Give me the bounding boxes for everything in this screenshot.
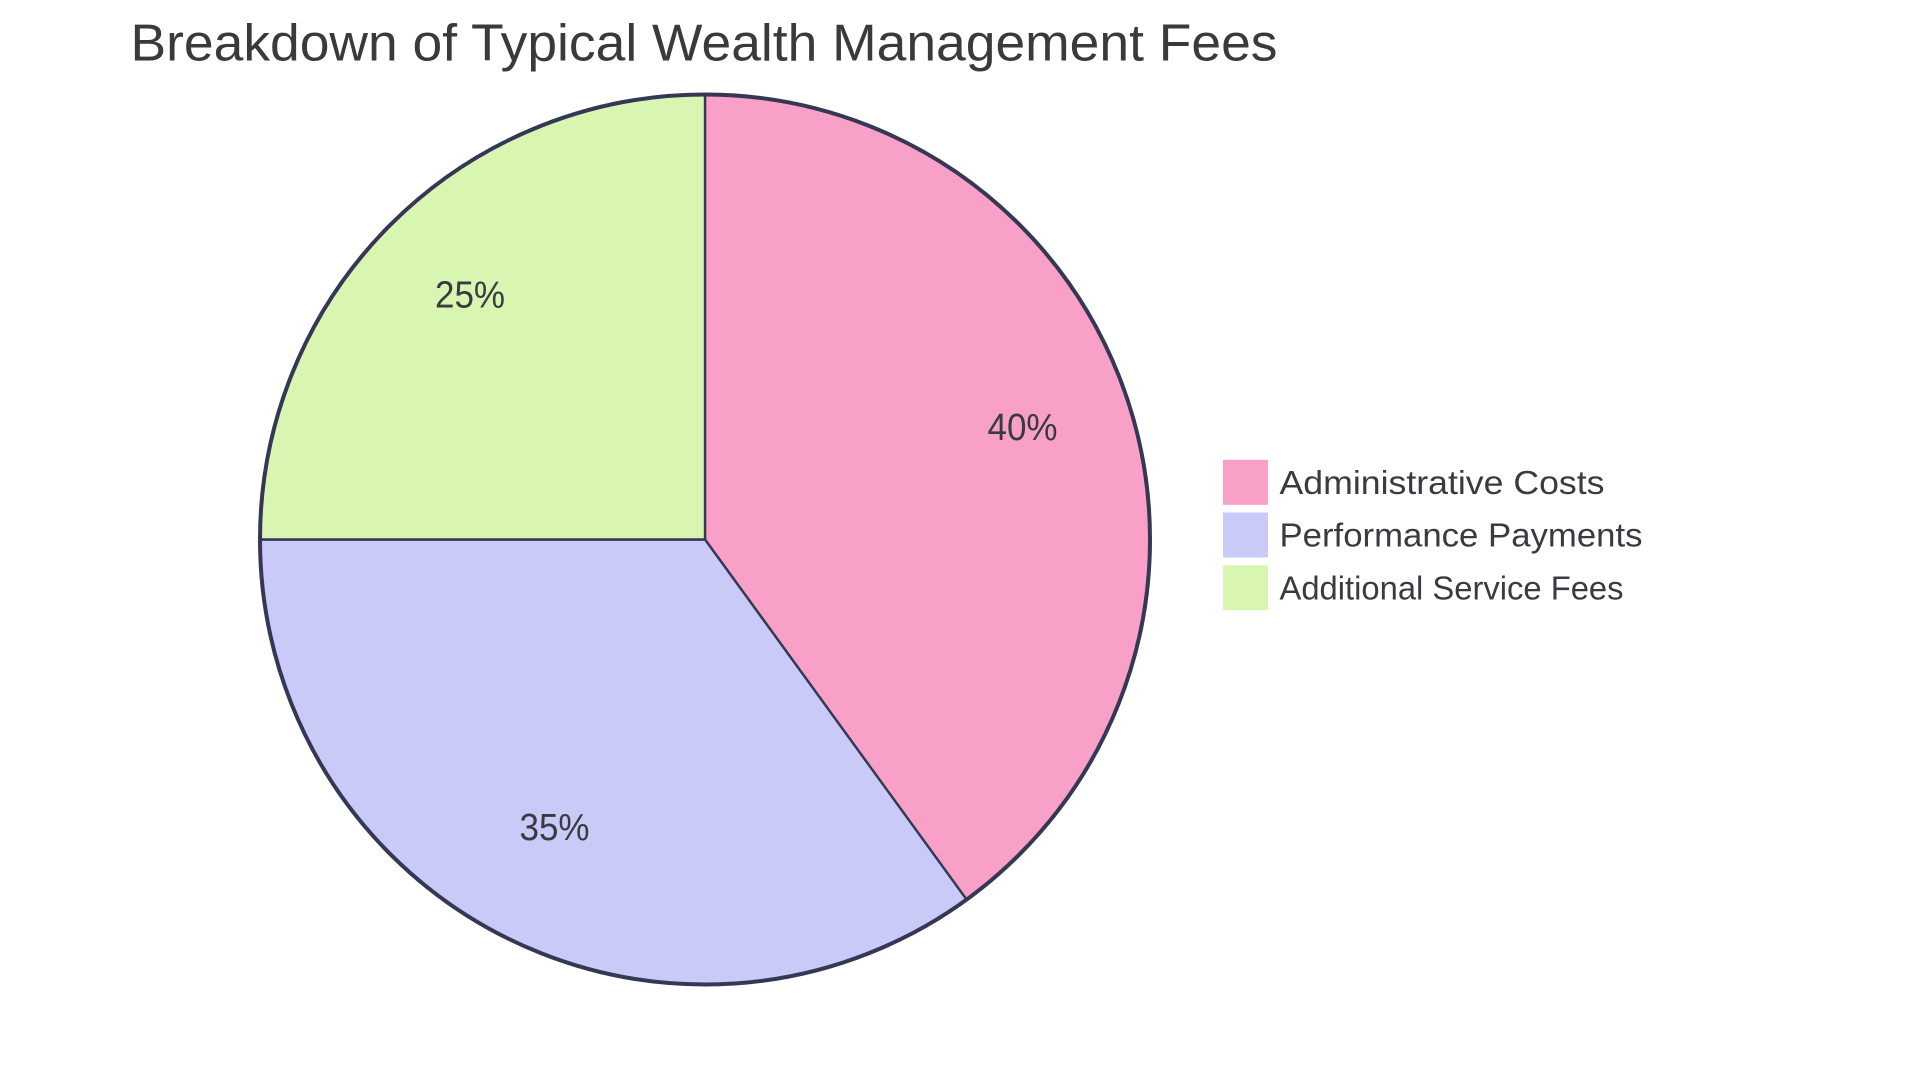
- svg-text:25%: 25%: [435, 275, 505, 317]
- svg-text:35%: 35%: [520, 807, 590, 849]
- svg-text:Additional Service Fees: Additional Service Fees: [1280, 570, 1624, 607]
- svg-text:Breakdown of Typical Wealth Ma: Breakdown of Typical Wealth Management F…: [131, 15, 1278, 73]
- svg-text:Administrative Costs: Administrative Costs: [1280, 464, 1605, 501]
- svg-text:Performance Payments: Performance Payments: [1280, 517, 1643, 554]
- svg-text:40%: 40%: [988, 407, 1058, 449]
